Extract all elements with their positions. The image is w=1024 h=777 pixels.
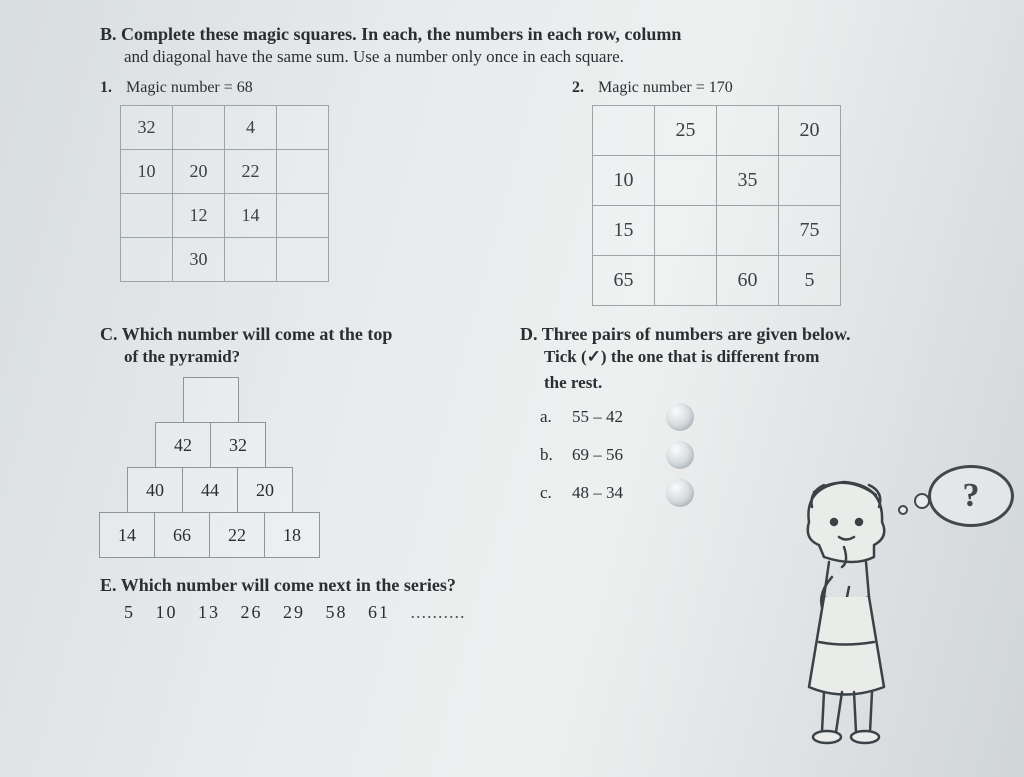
thought-dot-icon [914, 493, 930, 509]
section-d-head2: Tick (✓) the one that is different from [544, 347, 984, 367]
thought-dot-icon [898, 505, 908, 515]
section-d-head1: Three pairs of numbers are given below. [542, 324, 851, 344]
series-term: 26 [241, 602, 263, 622]
option-a-label: a. [540, 407, 558, 427]
sq2-cell[interactable]: 35 [717, 156, 779, 206]
sq1-cell[interactable] [173, 106, 225, 150]
sq1-cell[interactable] [277, 194, 329, 238]
section-c-head1: Which number will come at the top [122, 324, 393, 344]
option-a-bubble[interactable] [666, 403, 694, 431]
pyramid-cell[interactable]: 44 [182, 467, 238, 513]
sq1-cell[interactable] [121, 194, 173, 238]
magic-square-1: 1. Magic number = 68 32 4 10 20 22 [100, 73, 512, 282]
option-c-label: c. [540, 483, 558, 503]
series-term: 10 [156, 602, 178, 622]
sq2-cell[interactable] [593, 106, 655, 156]
pyramid-cell[interactable]: 18 [264, 512, 320, 558]
pyramid-cell[interactable]: 40 [127, 467, 183, 513]
option-b-label: b. [540, 445, 558, 465]
sq1-cell[interactable]: 4 [225, 106, 277, 150]
option-b: b. 69 – 56 [540, 441, 984, 469]
sq1-cell[interactable] [121, 238, 173, 282]
sq2-cell[interactable]: 65 [593, 256, 655, 306]
sq2-cell[interactable]: 75 [779, 206, 841, 256]
section-c-title: C. Which number will come at the top [100, 324, 480, 345]
option-a-text: 55 – 42 [572, 407, 652, 427]
section-d-letter: D. [520, 324, 538, 344]
pyramid-cell[interactable]: 14 [99, 512, 155, 558]
series-term: 5 [124, 602, 135, 622]
section-b-head1: Complete these magic squares. In each, t… [121, 24, 681, 44]
sq2-grid: 25 20 10 35 15 75 65 [592, 105, 841, 306]
section-b: B. Complete these magic squares. In each… [100, 24, 984, 306]
thought-cloud: ? [928, 465, 1014, 527]
thought-bubble: ? [928, 465, 1014, 527]
sq1-cell[interactable]: 12 [173, 194, 225, 238]
sq1-cell[interactable]: 14 [225, 194, 277, 238]
sq1-grid: 32 4 10 20 22 12 14 [120, 105, 329, 282]
sq2-num: 2. [572, 79, 584, 96]
sq1-cell[interactable] [225, 238, 277, 282]
sq2-cell[interactable] [655, 206, 717, 256]
sq1-cell[interactable] [277, 106, 329, 150]
section-e-head: Which number will come next in the serie… [121, 575, 456, 595]
sq1-num: 1. [100, 79, 112, 96]
sq1-cell[interactable]: 32 [121, 106, 173, 150]
section-b-head2: and diagonal have the same sum. Use a nu… [124, 47, 984, 67]
pyramid-cell[interactable]: 22 [209, 512, 265, 558]
series-blank[interactable]: .......... [411, 602, 466, 622]
sq1-cell[interactable]: 22 [225, 150, 277, 194]
sq2-cell[interactable]: 15 [593, 206, 655, 256]
pyramid-cell[interactable]: 32 [210, 422, 266, 468]
section-d-title: D. Three pairs of numbers are given belo… [520, 324, 984, 345]
sq1-cell[interactable]: 30 [173, 238, 225, 282]
section-c: C. Which number will come at the top of … [100, 320, 480, 557]
sq2-cell[interactable]: 20 [779, 106, 841, 156]
series-term: 58 [326, 602, 348, 622]
sq2-cell[interactable]: 5 [779, 256, 841, 306]
option-c-bubble[interactable] [666, 479, 694, 507]
pyramid-cell[interactable]: 42 [155, 422, 211, 468]
sq1-cell[interactable]: 10 [121, 150, 173, 194]
sq2-cell[interactable]: 25 [655, 106, 717, 156]
section-c-head2: of the pyramid? [124, 347, 480, 367]
pyramid-cell[interactable]: 20 [237, 467, 293, 513]
section-e-letter: E. [100, 575, 117, 595]
sq2-cell[interactable] [717, 106, 779, 156]
series-term: 29 [283, 602, 305, 622]
sq2-cell[interactable]: 10 [593, 156, 655, 206]
sq1-cell[interactable] [277, 238, 329, 282]
section-c-letter: C. [100, 324, 118, 344]
sq2-cell[interactable] [779, 156, 841, 206]
sq2-cell[interactable] [655, 256, 717, 306]
series-term: 61 [368, 602, 390, 622]
sq2-label: Magic number = 170 [598, 79, 733, 96]
pyramid-cell[interactable] [183, 377, 239, 423]
sq2-cell[interactable] [717, 206, 779, 256]
magic-square-2: 2. Magic number = 170 25 20 10 35 15 [572, 73, 984, 306]
sq2-cell[interactable]: 60 [717, 256, 779, 306]
option-b-bubble[interactable] [666, 441, 694, 469]
question-mark-icon: ? [963, 477, 980, 515]
sq1-cell[interactable]: 20 [173, 150, 225, 194]
pyramid-cell[interactable]: 66 [154, 512, 210, 558]
sq1-cell[interactable] [277, 150, 329, 194]
section-b-title: B. Complete these magic squares. In each… [100, 24, 984, 45]
option-c-text: 48 – 34 [572, 483, 652, 503]
section-b-letter: B. [100, 24, 117, 44]
series-term: 13 [198, 602, 220, 622]
sq2-cell[interactable] [655, 156, 717, 206]
pyramid: 42 32 40 44 20 14 66 22 18 [100, 377, 480, 558]
option-a: a. 55 – 42 [540, 403, 984, 431]
option-b-text: 69 – 56 [572, 445, 652, 465]
section-d-head3: the rest. [544, 373, 984, 393]
sq1-label: Magic number = 68 [126, 79, 253, 96]
